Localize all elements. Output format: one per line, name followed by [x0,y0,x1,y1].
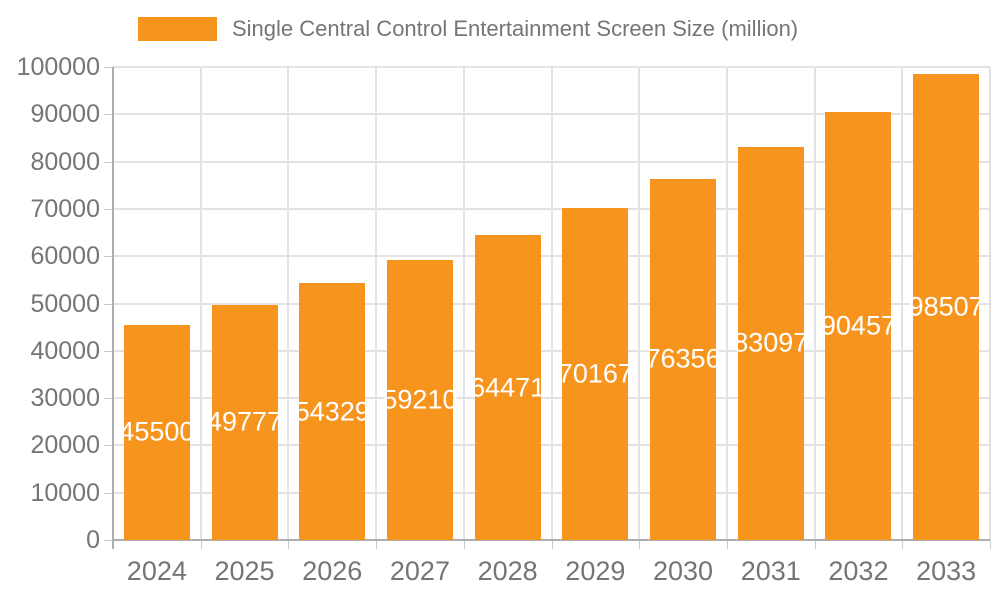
bar-value-label: 70167 [557,358,633,389]
v-gridline [638,67,641,540]
x-axis-tick [200,540,202,549]
bar-2026 [299,283,366,540]
bar-2031 [737,146,804,540]
bar-2030 [650,178,717,540]
v-gridline [287,67,290,540]
x-axis-tick [551,540,553,549]
y-axis-label: 50000 [30,289,100,318]
bar-2024 [123,324,190,540]
y-axis-label: 0 [86,526,100,554]
y-axis-tick [104,492,113,494]
x-axis-label: 2026 [302,556,363,586]
bar-value-label: 64471 [470,372,546,403]
v-gridline [550,67,553,540]
x-axis-label: 2027 [389,556,450,586]
v-gridline [462,67,465,540]
x-axis-tick [990,540,991,549]
y-axis-tick [104,114,113,116]
y-axis-label: 30000 [30,384,100,413]
legend-label: Single Central Control Entertainment Scr… [232,16,799,41]
y-axis-label: 40000 [30,336,100,365]
bar-2027 [386,259,453,540]
v-gridline [901,67,904,540]
x-axis-line [113,539,990,541]
y-axis-tick [104,208,113,210]
x-axis-tick [902,540,904,549]
v-gridline [199,67,202,540]
v-gridline [725,67,728,540]
y-axis-label: 20000 [30,431,100,460]
y-axis-tick [104,161,113,163]
bar-2033 [913,74,980,540]
x-axis-label: 2030 [652,556,714,586]
y-axis-label: 10000 [30,478,100,507]
x-axis-label: 2028 [477,556,538,586]
y-axis-label: 100000 [16,53,100,81]
x-axis-label: 2029 [565,556,626,586]
x-axis-label: 2031 [740,556,801,586]
y-axis-tick [104,445,113,447]
bar-value-label: 98507 [908,291,984,322]
y-axis-tick [104,67,113,68]
bar-value-label: 90457 [820,310,896,341]
x-axis-label: 2033 [916,556,977,586]
x-axis-label: 2025 [214,556,275,586]
y-axis-tick [104,398,113,400]
bar-value-label: 83097 [733,327,809,358]
x-axis-label: 2024 [126,556,187,586]
x-axis-tick [288,540,290,549]
x-axis-tick [463,540,465,549]
bar-value-label: 76356 [645,343,721,374]
y-axis-tick [104,540,113,541]
y-axis-label: 80000 [30,147,100,176]
x-axis-tick [639,540,641,549]
v-gridline [813,67,816,540]
v-gridline [989,67,991,540]
bar-2028 [474,235,541,540]
y-axis-tick [104,350,113,352]
bar-value-label: 45500 [119,416,195,447]
x-axis-tick [814,540,816,549]
bar-value-label: 54329 [294,396,370,426]
y-axis-label: 70000 [30,194,100,223]
y-axis-tick [104,303,113,305]
x-axis-label: 2032 [828,556,889,586]
bar-2029 [562,208,629,540]
y-axis-label: 90000 [30,100,100,129]
y-axis-label: 60000 [30,242,100,271]
legend-item[interactable]: Single Central Control Entertainment Scr… [138,17,798,41]
legend-swatch [138,17,217,41]
bar-value-label: 49777 [207,406,283,437]
y-axis-tick [104,256,113,258]
bar-2032 [825,112,892,540]
v-gridline [375,67,378,540]
bar-2025 [211,304,278,540]
y-axis-line [112,67,114,549]
x-axis-tick [376,540,378,549]
x-axis-tick [726,540,728,549]
bar-value-label: 59210 [382,384,458,415]
